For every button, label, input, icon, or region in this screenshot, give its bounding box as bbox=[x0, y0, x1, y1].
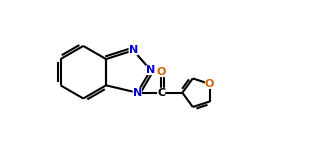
Text: N: N bbox=[146, 65, 155, 75]
Text: O: O bbox=[157, 67, 166, 77]
Text: O: O bbox=[205, 79, 214, 89]
Text: N: N bbox=[129, 45, 138, 55]
Text: N: N bbox=[133, 88, 142, 98]
Text: C: C bbox=[157, 88, 165, 98]
